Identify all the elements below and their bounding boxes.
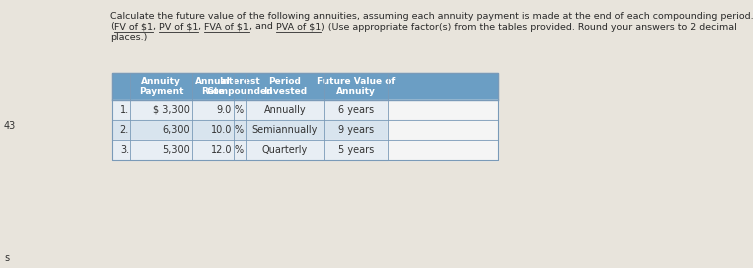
Text: Annuity
Payment: Annuity Payment [139,77,183,96]
Text: Period
Invested: Period Invested [263,77,307,96]
Text: PV of $1: PV of $1 [159,23,198,32]
Text: %: % [235,145,244,155]
Bar [112,100,498,120]
Text: , and: , and [249,23,276,32]
Text: 6,300: 6,300 [163,125,190,135]
Text: 1.: 1. [120,105,129,115]
Bar [388,120,498,140]
Text: Annual
Rate: Annual Rate [195,77,231,96]
Bar [388,100,498,120]
Text: 12.0: 12.0 [211,145,232,155]
Text: 43: 43 [4,121,17,131]
Bar [388,140,498,160]
Text: Calculate the future value of the following annuities, assuming each annuity pay: Calculate the future value of the follow… [110,12,753,21]
Bar [112,73,498,160]
Text: Annually: Annually [264,105,306,115]
Text: FVA of $1: FVA of $1 [204,23,249,32]
Bar [112,140,498,160]
Text: s: s [4,253,9,263]
Text: Quarterly: Quarterly [262,145,308,155]
Text: %: % [235,105,244,115]
Text: ,: , [153,23,159,32]
Text: 5,300: 5,300 [162,145,190,155]
Text: 6 years: 6 years [338,105,374,115]
Text: 2.: 2. [120,125,129,135]
Text: Future Value of
Annuity: Future Value of Annuity [317,77,395,96]
Bar [112,120,498,140]
Text: (: ( [110,23,114,32]
Text: %: % [235,125,244,135]
Text: Interest
Compounded: Interest Compounded [207,77,273,96]
Text: FV of $1: FV of $1 [114,23,153,32]
Text: 3.: 3. [120,145,129,155]
Text: 9.0: 9.0 [217,105,232,115]
Text: 10.0: 10.0 [211,125,232,135]
Text: PVA of $1: PVA of $1 [276,23,321,32]
Bar [112,73,498,100]
Text: Semiannually: Semiannually [252,125,319,135]
Text: 5 years: 5 years [338,145,374,155]
Text: $ 3,300: $ 3,300 [153,105,190,115]
Text: 9 years: 9 years [338,125,374,135]
Text: ,: , [198,23,204,32]
Text: ) (Use appropriate factor(s) from the tables provided. Round your answers to 2 d: ) (Use appropriate factor(s) from the ta… [321,23,737,32]
Text: places.): places.) [110,33,148,42]
